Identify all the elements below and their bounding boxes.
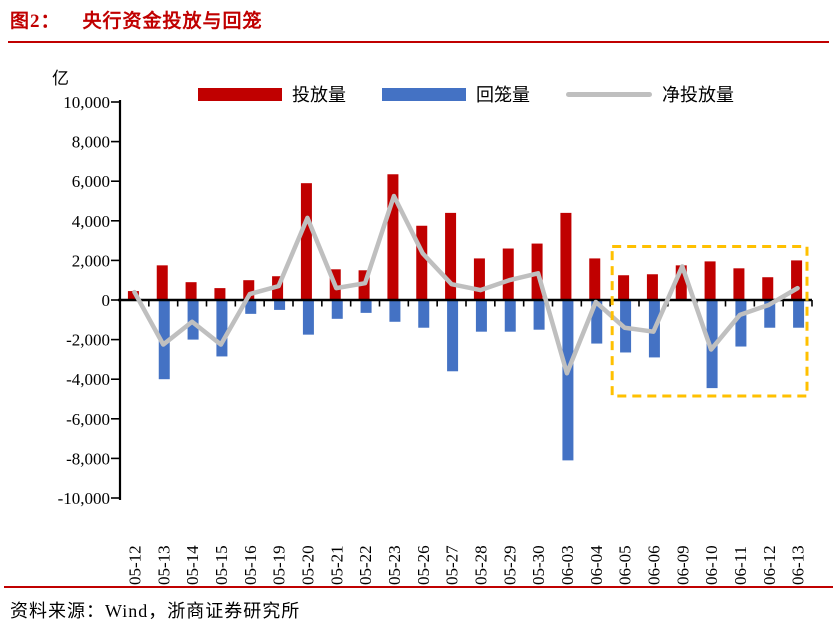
bar-injection: [387, 174, 399, 300]
y-tick-label: 10,000: [63, 93, 110, 112]
x-tick-label: 06-09: [673, 545, 692, 585]
x-tick-label: 05-27: [443, 545, 462, 585]
highlight-box: [610, 245, 809, 398]
x-tick-label: 05-20: [298, 545, 317, 585]
bar-withdrawal: [158, 300, 170, 380]
bar-withdrawal: [389, 300, 401, 322]
footer-divider: [4, 586, 833, 588]
bar-withdrawal: [418, 300, 430, 328]
net-injection-line: [132, 193, 800, 376]
injection-swatch-icon: [198, 87, 282, 101]
bar-withdrawal: [447, 300, 459, 372]
x-axis-labels: 05-12 05-13 05-14 05-15 05-16 05-19 05-20 05-21…: [125, 545, 807, 585]
bar-injection: [243, 280, 255, 300]
bar-withdrawal: [274, 300, 286, 310]
figure-number: 图2：: [10, 11, 61, 32]
bar-injection: [127, 291, 139, 300]
bar-injection: [646, 274, 658, 300]
x-tick-label: 06-05: [616, 545, 635, 585]
bar-injection: [704, 261, 716, 300]
legend-item-injection: 投放量: [198, 81, 346, 107]
bar-withdrawal: [475, 300, 487, 332]
x-tick-label: 06-06: [644, 545, 663, 585]
bar-injection: [733, 268, 745, 300]
y-tick-label: 0: [102, 291, 111, 310]
bar-injection: [445, 212, 457, 300]
bar-withdrawal: [245, 300, 257, 314]
bar-injection: [185, 282, 197, 300]
x-tick-label: 05-21: [327, 545, 346, 585]
y-tick-label: 4,000: [72, 212, 110, 231]
x-tick-label: 06-04: [587, 545, 606, 585]
chart-legend: 投放量 回笼量 净投放量: [120, 81, 812, 107]
bar-injection: [791, 260, 803, 300]
x-tick-label: 05-23: [385, 545, 404, 585]
bar-withdrawal: [331, 300, 343, 319]
bar-injection: [416, 225, 428, 300]
x-tick-label: 05-13: [154, 545, 173, 585]
bar-injection: [762, 277, 774, 300]
bar-withdrawal: [533, 300, 545, 330]
bar-withdrawal: [562, 300, 574, 461]
y-tick-label: -8,000: [66, 449, 110, 468]
bar-injection: [214, 288, 226, 300]
net-line-swatch-icon: [566, 91, 652, 97]
bar-withdrawal: [302, 300, 314, 335]
legend-label-withdrawal: 回笼量: [476, 85, 530, 105]
x-tick-label: 05-15: [212, 545, 231, 585]
x-tick-label: 05-12: [125, 545, 144, 585]
x-tick-label: 05-26: [414, 545, 433, 585]
bar-withdrawal: [504, 300, 516, 332]
y-tick-label: -2,000: [66, 331, 110, 350]
x-tick-label: 05-16: [241, 545, 260, 585]
y-tick-label: 2,000: [72, 251, 110, 270]
y-tick-label: 8,000: [72, 133, 110, 152]
bar-withdrawal: [706, 300, 718, 389]
bar-series: [127, 174, 805, 461]
bar-withdrawal: [216, 300, 228, 357]
x-tick-label: 05-19: [270, 545, 289, 585]
bar-withdrawal: [360, 300, 372, 313]
source-note: 资料来源：Wind，浙商证券研究所: [10, 601, 301, 621]
x-tick-label: 05-29: [500, 545, 519, 585]
legend-item-net: 净投放量: [566, 81, 734, 107]
withdrawal-swatch-icon: [382, 87, 466, 101]
x-tick-label: 06-13: [789, 545, 808, 585]
page-title: 央行资金投放与回笼: [82, 11, 263, 32]
y-axis-unit-label: 亿: [52, 69, 69, 88]
bar-injection: [618, 275, 630, 300]
x-tick-label: 05-28: [471, 545, 490, 585]
bar-injection: [473, 258, 485, 300]
x-tick-label: 05-30: [529, 545, 548, 585]
y-tick-label: -4,000: [66, 370, 110, 389]
x-tick-label: 06-12: [760, 545, 779, 585]
bar-injection: [589, 258, 601, 300]
bar-withdrawal: [764, 300, 776, 328]
legend-item-withdrawal: 回笼量: [382, 81, 530, 107]
bar-withdrawal: [793, 300, 805, 328]
legend-label-net: 净投放量: [662, 85, 734, 105]
bar-injection: [560, 212, 572, 300]
x-tick-label: 06-11: [731, 546, 750, 585]
bar-injection: [156, 265, 168, 300]
x-tick-label: 05-14: [183, 545, 202, 585]
title-divider: [8, 41, 829, 43]
x-tick-label: 05-22: [356, 545, 375, 585]
legend-label-injection: 投放量: [292, 85, 346, 105]
y-tick-label: 6,000: [72, 172, 110, 191]
x-tick-label: 06-10: [702, 545, 721, 585]
bar-injection: [502, 248, 514, 300]
y-tick-label: -6,000: [66, 410, 110, 429]
bar-withdrawal: [735, 300, 747, 347]
bar-injection: [300, 183, 312, 300]
y-axis: 10,000 8,000 6,000 4,000 2,000 0 -2,000 -4,000 -…: [58, 93, 122, 508]
y-tick-label: -10,000: [58, 489, 110, 508]
x-tick-label: 06-03: [558, 545, 577, 585]
bar-withdrawal: [591, 300, 603, 344]
bar-injection: [675, 265, 687, 300]
chart-title: 图2： 央行资金投放与回笼: [10, 6, 263, 33]
